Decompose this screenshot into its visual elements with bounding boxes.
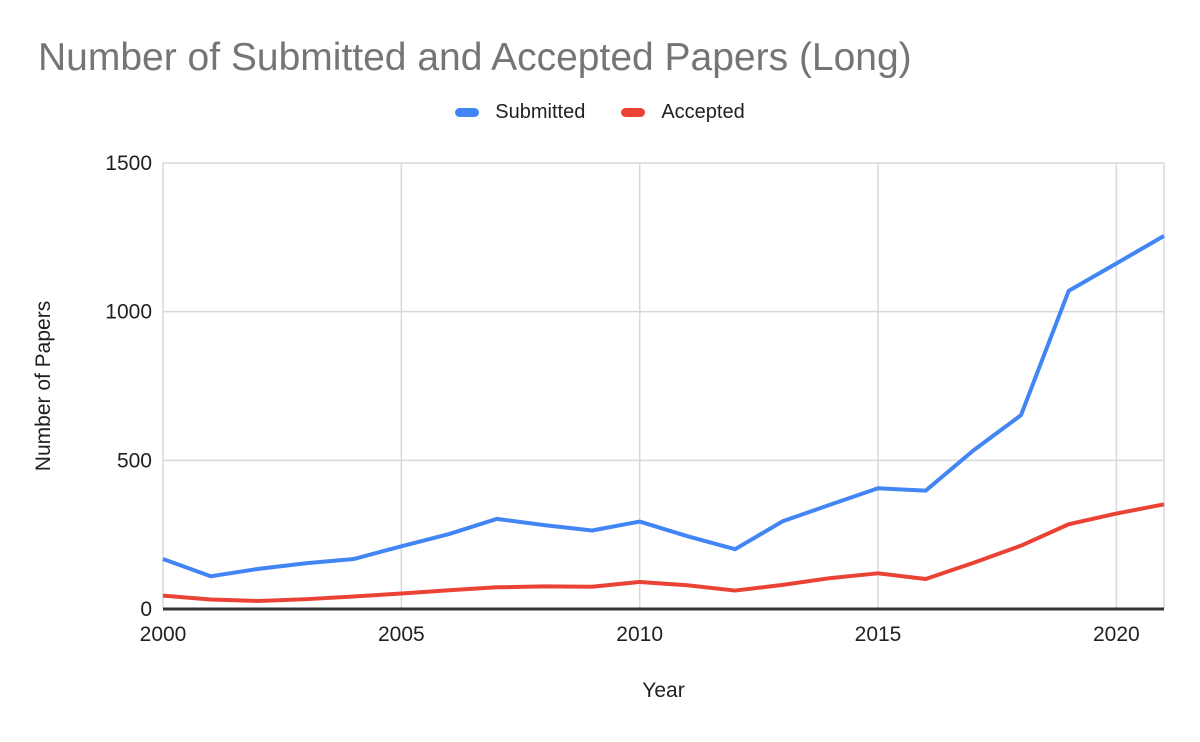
legend-label-submitted: Submitted (495, 101, 586, 123)
y-tick-label-1000: 1000 (105, 301, 152, 324)
y-tick-label-1500: 1500 (105, 152, 152, 175)
series-accepted-line (162, 502, 1165, 603)
legend-swatch-submitted-icon (455, 108, 480, 117)
y-axis-title: Number of Papers (32, 301, 55, 471)
chart-title: Number of Submitted and Accepted Papers … (38, 36, 912, 79)
x-tick-label-2005: 2005 (378, 623, 425, 646)
legend-item-accepted: Accepted (621, 101, 745, 124)
series-submitted-line (162, 234, 1166, 579)
legend-item-submitted: Submitted (455, 101, 585, 124)
chart-legend: Submitted Accepted (0, 101, 1200, 124)
x-axis-title: Year (642, 679, 684, 702)
x-tick-label-2015: 2015 (855, 623, 902, 646)
y-tick-label-0: 0 (140, 598, 152, 621)
legend-label-accepted: Accepted (661, 101, 745, 123)
y-tick-label-500: 500 (117, 449, 152, 472)
legend-swatch-accepted-icon (621, 108, 646, 117)
x-tick-label-2000: 2000 (140, 623, 187, 646)
x-tick-label-2020: 2020 (1093, 623, 1140, 646)
x-tick-label-2010: 2010 (616, 623, 663, 646)
